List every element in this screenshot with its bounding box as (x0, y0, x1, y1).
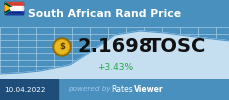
Bar (10, 8, 23, 9)
Polygon shape (5, 4, 11, 12)
Bar (5, 2, 23, 14)
Bar (5, 2, 23, 6)
Text: Rates: Rates (111, 85, 132, 94)
Text: 2.1698: 2.1698 (78, 38, 153, 56)
Text: South African Rand Price: South African Rand Price (28, 9, 180, 19)
Text: TOSC: TOSC (147, 38, 205, 56)
Bar (0, 79, 58, 100)
Text: 10.04.2022: 10.04.2022 (4, 86, 45, 92)
Circle shape (53, 38, 71, 56)
Text: powered by: powered by (68, 86, 112, 92)
Bar (5, 6, 23, 10)
Text: Viewer: Viewer (134, 85, 163, 94)
Circle shape (54, 40, 69, 54)
Polygon shape (5, 2, 13, 14)
Text: $: $ (59, 42, 65, 52)
Polygon shape (5, 5, 10, 11)
Circle shape (55, 40, 68, 54)
Bar (5, 8, 23, 14)
Bar (5, 2, 23, 8)
Text: +3.43%: +3.43% (96, 62, 133, 72)
Bar (5, 10, 23, 14)
Bar (10, 7, 23, 8)
